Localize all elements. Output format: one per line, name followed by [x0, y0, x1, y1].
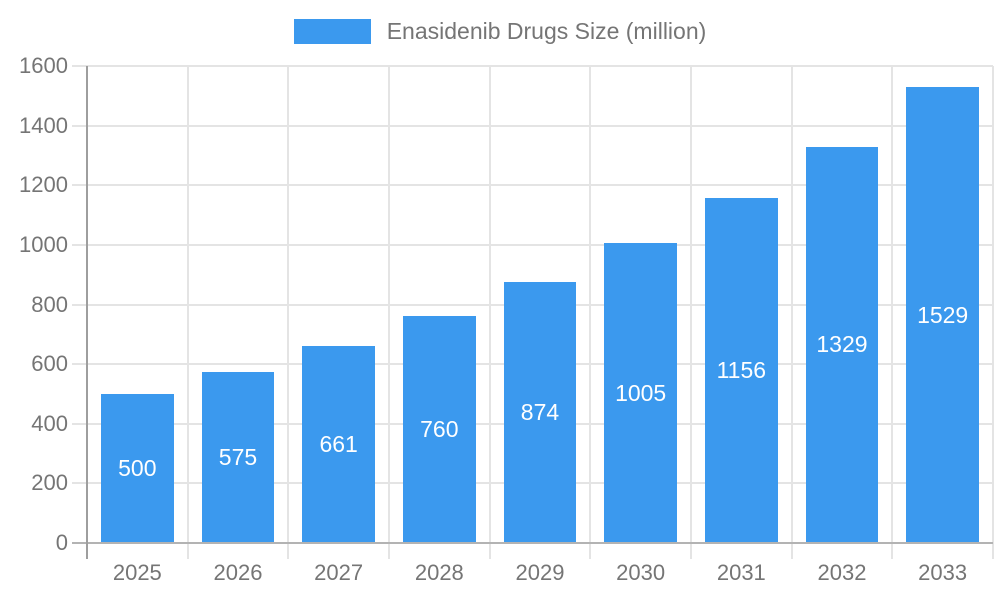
x-axis-tick-label: 2027 [314, 560, 364, 585]
x-axis-tick-label: 2029 [515, 560, 565, 585]
bar-2025[interactable]: 500 [101, 393, 174, 543]
y-axis-tick-label: 1600 [19, 53, 68, 78]
bar-2029[interactable]: 874 [503, 282, 577, 543]
bar-2026[interactable]: 575 [201, 371, 275, 543]
gridline-vertical [186, 66, 189, 559]
bar-value-label: 760 [420, 416, 459, 443]
x-axis-tick-label: 2032 [817, 560, 867, 585]
gridline-vertical [690, 66, 692, 559]
x-axis-tick-label: 2026 [213, 560, 263, 585]
legend-swatch [293, 18, 371, 44]
y-axis-tick-label: 400 [31, 410, 68, 436]
gridline-horizontal [72, 124, 993, 127]
bar-2033[interactable]: 1529 [906, 87, 979, 543]
bar-value-label: 1329 [816, 331, 868, 358]
x-axis-tick-label: 2028 [414, 560, 464, 585]
bar-2031[interactable]: 1156 [705, 198, 778, 543]
gridline-vertical [287, 66, 290, 559]
x-axis-baseline [72, 542, 993, 544]
x-axis-tick-label: 2033 [918, 560, 968, 585]
bar-value-label: 1529 [917, 301, 969, 328]
bar-value-label: 1005 [615, 379, 667, 406]
y-axis-tick-label: 800 [31, 291, 68, 317]
bar-2030[interactable]: 1005 [604, 243, 677, 543]
y-axis-line [86, 66, 88, 559]
bar-value-label: 1156 [716, 357, 767, 384]
x-axis-tick-label: 2030 [616, 560, 666, 585]
gridline-vertical [589, 66, 592, 559]
gridline-horizontal [72, 184, 993, 187]
y-axis-tick-label: 1000 [19, 231, 68, 257]
y-axis-tick-label: 600 [31, 351, 68, 377]
bar-2027[interactable]: 661 [302, 345, 375, 543]
y-axis-tick-label: 200 [31, 470, 68, 496]
gridline-horizontal [72, 243, 993, 246]
bar-value-label: 874 [520, 399, 560, 426]
legend-label: Enasidenib Drugs Size (million) [386, 17, 707, 44]
bar-2032[interactable]: 1329 [805, 146, 879, 543]
x-axis-tick-label: 2031 [716, 560, 766, 585]
y-axis-tick-label: 1400 [19, 112, 68, 138]
y-axis-tick-label: 0 [55, 530, 68, 555]
gridline-vertical [488, 66, 491, 559]
bar-value-label: 500 [118, 454, 157, 481]
bar-value-label: 661 [319, 430, 358, 457]
plot-right-border [992, 66, 994, 559]
bar-2028[interactable]: 760 [403, 316, 476, 543]
gridline-vertical [388, 66, 390, 559]
plot-area: 500 575 661 760 874 1005 1156 1329 1529 [72, 65, 994, 559]
x-axis-tick-label: 2025 [112, 560, 162, 585]
gridline-vertical [790, 66, 793, 559]
legend: Enasidenib Drugs Size (million) [0, 17, 1000, 45]
y-axis-tick-label: 1200 [19, 172, 68, 198]
gridline-vertical [891, 66, 894, 559]
gridline-horizontal [72, 65, 993, 67]
bar-value-label: 575 [218, 443, 258, 470]
